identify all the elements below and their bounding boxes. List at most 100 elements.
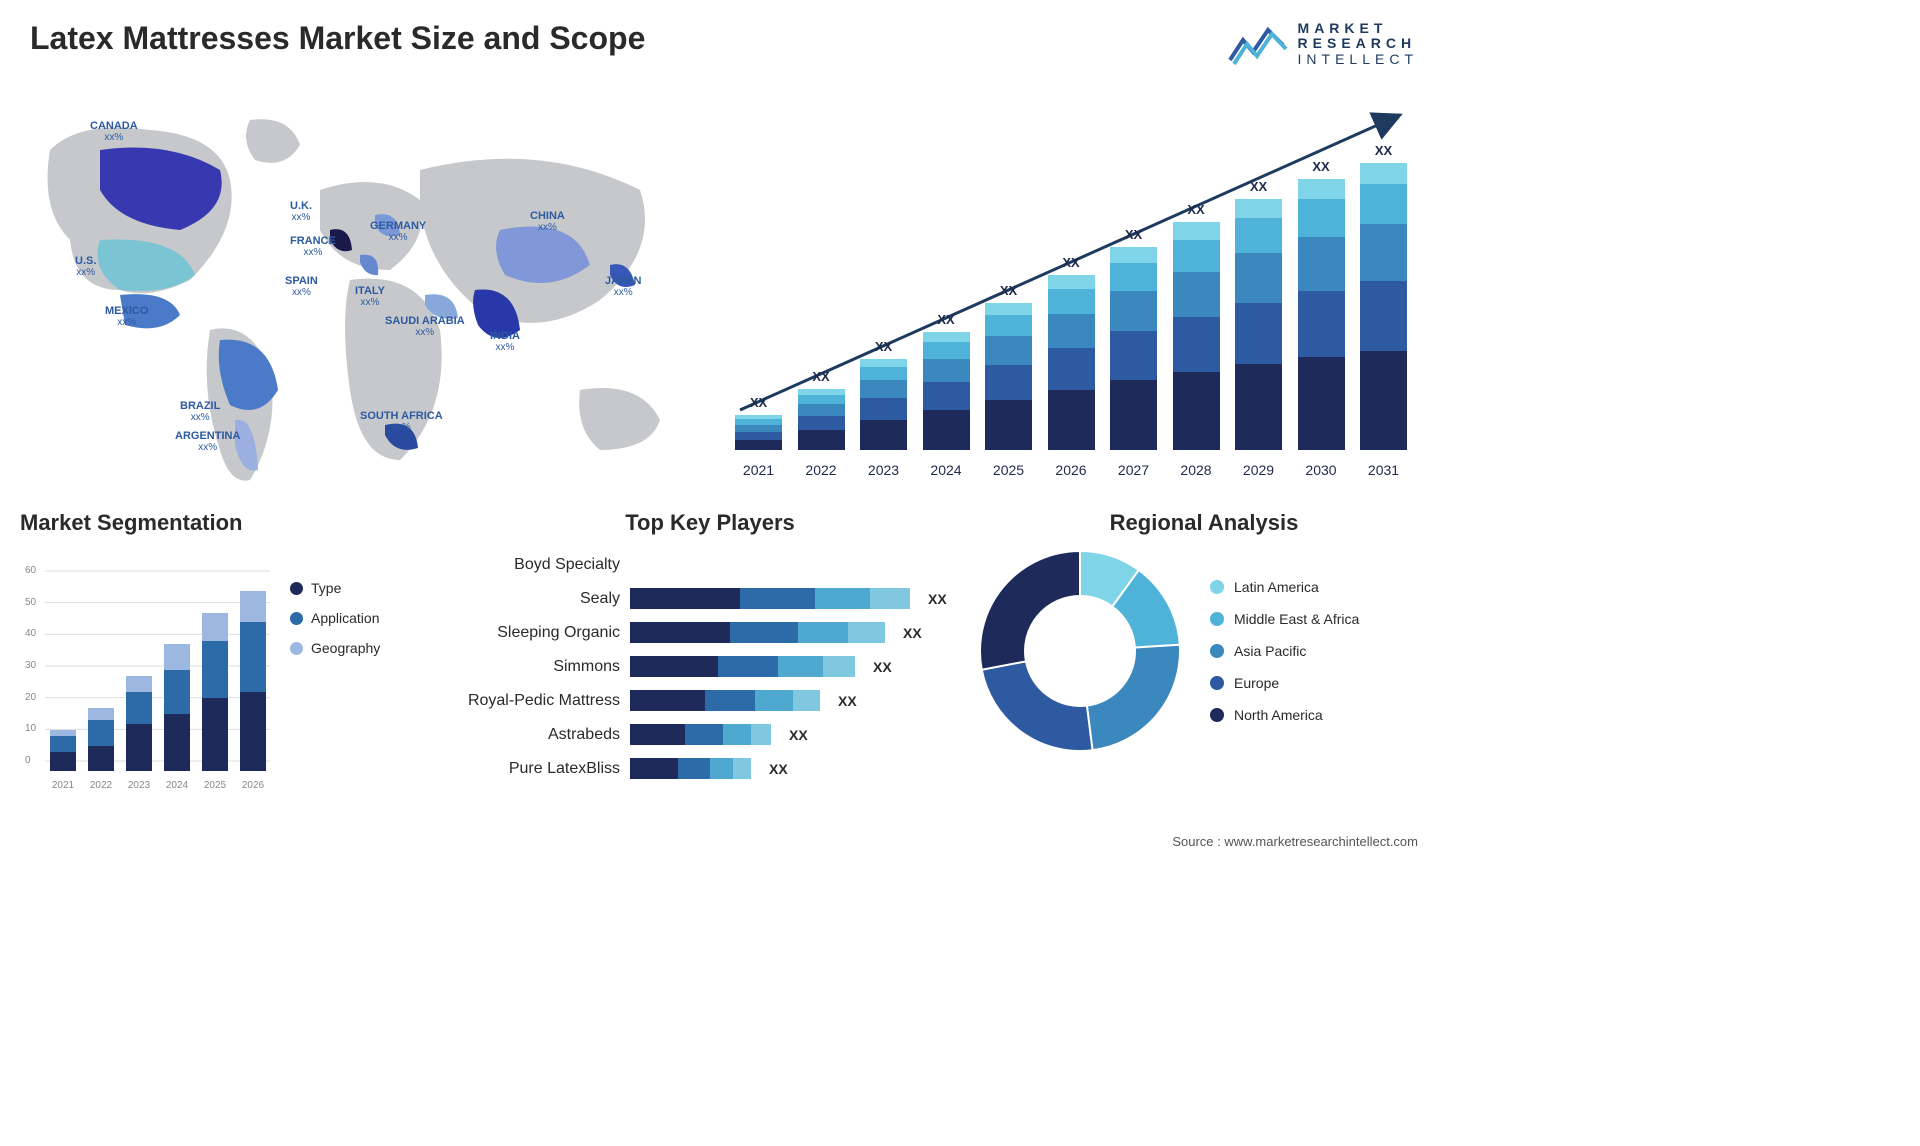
region-legend-asia-pacific: Asia Pacific xyxy=(1210,643,1359,659)
player-value: XX xyxy=(873,659,892,675)
region-legend-middle-east-africa: Middle East & Africa xyxy=(1210,611,1359,627)
player-value: XX xyxy=(769,761,788,777)
regional-title: Regional Analysis xyxy=(980,510,1428,536)
region-legend-europe: Europe xyxy=(1210,675,1359,691)
segmentation-title: Market Segmentation xyxy=(20,510,440,536)
growth-bar-2025 xyxy=(985,303,1032,450)
player-value: XX xyxy=(789,727,808,743)
seg-xlabel-2024: 2024 xyxy=(162,780,192,791)
player-bar xyxy=(630,690,820,711)
logo-text: MARKET RESEARCH INTELLECT xyxy=(1298,21,1418,67)
map-label-mexico: MEXICOxx% xyxy=(105,305,148,328)
seg-ylabel-40: 40 xyxy=(25,628,36,639)
seg-ylabel-10: 10 xyxy=(25,723,36,734)
map-label-japan: JAPANxx% xyxy=(605,275,641,298)
player-name: Simmons xyxy=(440,658,620,676)
map-label-italy: ITALYxx% xyxy=(355,285,385,308)
growth-bar-label-2026: XX xyxy=(1048,255,1095,270)
players-list: Boyd SpecialtySealyXXSleeping OrganicXXS… xyxy=(440,551,980,782)
map-label-canada: CANADAxx% xyxy=(90,120,138,143)
player-name: Royal-Pedic Mattress xyxy=(440,692,620,710)
region-legend-latin-america: Latin America xyxy=(1210,579,1359,595)
regional-donut xyxy=(980,551,1180,751)
source-attribution: Source : www.marketresearchintellect.com xyxy=(1172,834,1418,849)
segmentation-legend: Type Application Geography xyxy=(290,580,380,656)
growth-xlabel-2029: 2029 xyxy=(1235,462,1282,478)
map-label-france: FRANCExx% xyxy=(290,235,336,258)
growth-xlabel-2025: 2025 xyxy=(985,462,1032,478)
seg-bar-2022 xyxy=(88,708,114,771)
player-row-boyd-specialty: Boyd Specialty xyxy=(440,551,980,578)
map-label-china: CHINAxx% xyxy=(530,210,565,233)
player-row-sealy: SealyXX xyxy=(440,585,980,612)
player-name: Sealy xyxy=(440,590,620,608)
page-title: Latex Mattresses Market Size and Scope xyxy=(30,20,645,57)
logo-line2: RESEARCH xyxy=(1298,36,1418,51)
growth-xlabel-2031: 2031 xyxy=(1360,462,1407,478)
growth-bar-2031 xyxy=(1360,163,1407,450)
growth-bar-label-2021: XX xyxy=(735,395,782,410)
seg-bar-2021 xyxy=(50,730,76,771)
growth-bar-2021 xyxy=(735,415,782,450)
map-label-south-africa: SOUTH AFRICAxx% xyxy=(360,410,443,433)
player-row-sleeping-organic: Sleeping Organic XX xyxy=(440,619,980,646)
player-row-royal-pedic-mattress: Royal-Pedic Mattress XX xyxy=(440,687,980,714)
map-label-india: INDIAxx% xyxy=(490,330,520,353)
world-map-section: CANADAxx%U.S.xx%MEXICOxx%BRAZILxx%ARGENT… xyxy=(20,90,690,490)
growth-bar-label-2028: XX xyxy=(1173,202,1220,217)
player-bar xyxy=(630,724,771,745)
player-value: XX xyxy=(903,625,922,641)
growth-bar-2024 xyxy=(923,332,970,450)
seg-xlabel-2025: 2025 xyxy=(200,780,230,791)
growth-xlabel-2021: 2021 xyxy=(735,462,782,478)
seg-legend-application: Application xyxy=(290,610,380,626)
seg-legend-type: Type xyxy=(290,580,380,596)
seg-legend-geography: Geography xyxy=(290,640,380,656)
growth-bar-label-2031: XX xyxy=(1360,143,1407,158)
player-name: Boyd Specialty xyxy=(440,556,620,574)
player-bar xyxy=(630,656,855,677)
logo-icon xyxy=(1228,20,1288,68)
brand-logo: MARKET RESEARCH INTELLECT xyxy=(1228,20,1418,68)
growth-xlabel-2030: 2030 xyxy=(1298,462,1345,478)
player-name: Pure LatexBliss xyxy=(440,760,620,778)
seg-xlabel-2026: 2026 xyxy=(238,780,268,791)
growth-bar-label-2029: XX xyxy=(1235,179,1282,194)
growth-chart-section: XX2021XX2022XX2023XX2024XX2025XX2026XX20… xyxy=(730,90,1420,480)
growth-bar-label-2023: XX xyxy=(860,339,907,354)
player-row-simmons: Simmons XX xyxy=(440,653,980,680)
growth-bar-label-2024: XX xyxy=(923,312,970,327)
growth-bar-label-2027: XX xyxy=(1110,227,1157,242)
seg-ylabel-30: 30 xyxy=(25,660,36,671)
players-title: Top Key Players xyxy=(440,510,980,536)
player-row-astrabeds: AstrabedsXX xyxy=(440,721,980,748)
players-section: Top Key Players Boyd SpecialtySealyXXSle… xyxy=(440,510,980,810)
growth-bar-2030 xyxy=(1298,179,1345,450)
region-legend-north-america: North America xyxy=(1210,707,1359,723)
map-label-argentina: ARGENTINAxx% xyxy=(175,430,240,453)
player-value: XX xyxy=(838,693,857,709)
seg-ylabel-60: 60 xyxy=(25,565,36,576)
growth-xlabel-2022: 2022 xyxy=(798,462,845,478)
seg-bar-2024 xyxy=(164,644,190,771)
growth-bar-2023 xyxy=(860,359,907,450)
map-label-saudi-arabia: SAUDI ARABIAxx% xyxy=(385,315,465,338)
seg-xlabel-2021: 2021 xyxy=(48,780,78,791)
growth-bar-2028 xyxy=(1173,222,1220,450)
segmentation-section: Market Segmentation 20212022202320242025… xyxy=(20,510,440,810)
map-label-germany: GERMANYxx% xyxy=(370,220,426,243)
segmentation-chart: 202120222023202420252026 0102030405060 xyxy=(20,551,270,791)
player-row-pure-latexbliss: Pure LatexBliss XX xyxy=(440,755,980,782)
player-bar xyxy=(630,622,885,643)
seg-bar-2025 xyxy=(202,613,228,771)
map-label-spain: SPAINxx% xyxy=(285,275,318,298)
seg-ylabel-0: 0 xyxy=(25,755,31,766)
regional-legend: Latin America Middle East & Africa Asia Pa… xyxy=(1210,579,1359,723)
player-bar xyxy=(630,758,751,779)
seg-xlabel-2022: 2022 xyxy=(86,780,116,791)
growth-xlabel-2026: 2026 xyxy=(1048,462,1095,478)
player-name: Sleeping Organic xyxy=(440,624,620,642)
map-label-brazil: BRAZILxx% xyxy=(180,400,220,423)
growth-bar-label-2022: XX xyxy=(798,369,845,384)
seg-ylabel-20: 20 xyxy=(25,692,36,703)
